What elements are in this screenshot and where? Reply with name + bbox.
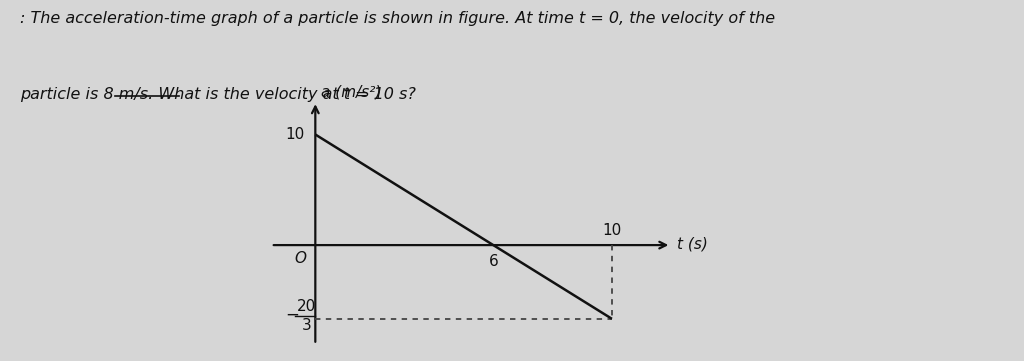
Text: particle is 8 m/s. What is the velocity at t = 10 s?: particle is 8 m/s. What is the velocity … bbox=[20, 87, 417, 102]
Text: 10: 10 bbox=[286, 127, 305, 142]
Text: O: O bbox=[295, 251, 306, 266]
Text: −: − bbox=[285, 305, 299, 323]
Text: : The acceleration-time graph of a particle is shown in figure. At time t = 0, t: : The acceleration-time graph of a parti… bbox=[20, 11, 775, 26]
Text: 6: 6 bbox=[488, 254, 498, 269]
Text: 20: 20 bbox=[297, 299, 316, 314]
Text: a (m/s²): a (m/s²) bbox=[322, 84, 382, 99]
Text: t (s): t (s) bbox=[677, 236, 708, 252]
Text: 3: 3 bbox=[301, 318, 311, 333]
Text: 10: 10 bbox=[602, 223, 622, 239]
